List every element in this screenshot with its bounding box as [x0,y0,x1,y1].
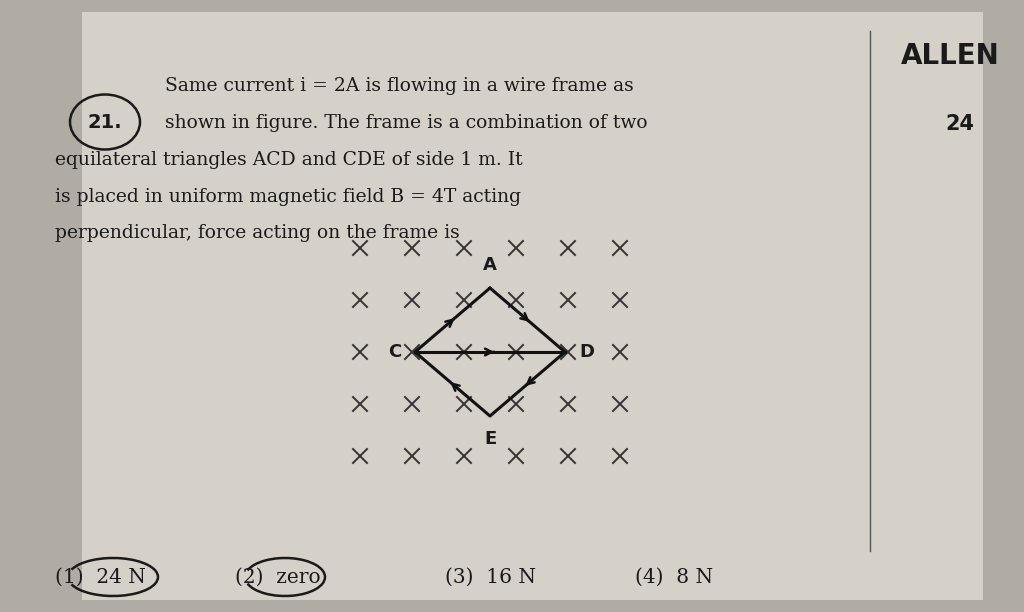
Text: C: C [388,343,401,361]
Text: perpendicular, force acting on the frame is: perpendicular, force acting on the frame… [55,224,460,242]
Text: A: A [483,256,497,274]
Text: 21.: 21. [88,113,122,132]
Text: ALLEN: ALLEN [901,42,999,70]
Text: equilateral triangles ACD and CDE of side 1 m. It: equilateral triangles ACD and CDE of sid… [55,151,522,169]
Text: is placed in uniform magnetic field B = 4T acting: is placed in uniform magnetic field B = … [55,188,521,206]
Text: D: D [579,343,594,361]
Text: shown in figure. The frame is a combination of two: shown in figure. The frame is a combinat… [165,114,647,132]
Text: (3)  16 N: (3) 16 N [445,567,536,586]
Text: (4)  8 N: (4) 8 N [635,567,713,586]
Text: (1)  24 N: (1) 24 N [55,567,145,586]
Text: Same current i = 2A is flowing in a wire frame as: Same current i = 2A is flowing in a wire… [165,77,634,95]
Text: 24: 24 [945,114,975,134]
Text: E: E [484,430,496,448]
Text: (2)  zero: (2) zero [234,567,321,586]
